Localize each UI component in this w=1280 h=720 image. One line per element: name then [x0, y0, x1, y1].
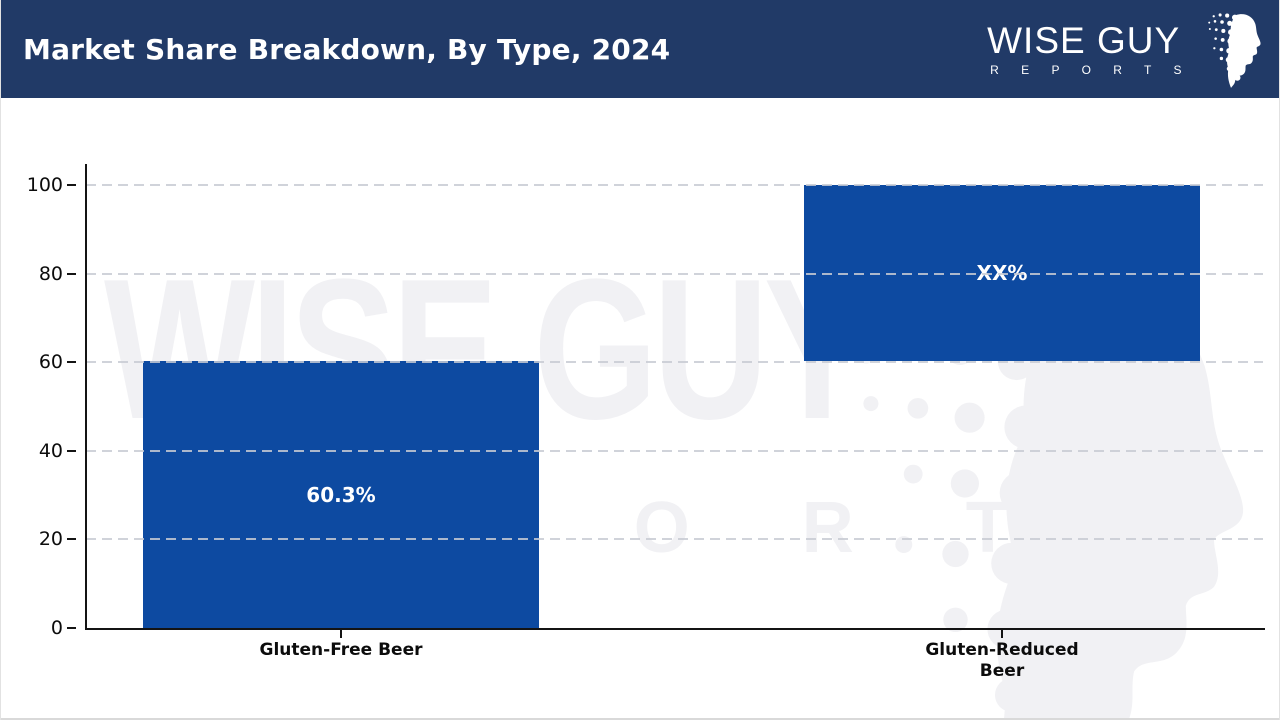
- y-tick-mark: [67, 272, 76, 275]
- y-tick-mark: [67, 184, 76, 187]
- x-category-label: Gluten-Reduced Beer: [925, 640, 1079, 681]
- y-tick-label: 100: [26, 174, 63, 197]
- y-axis: 0 20 40 60 80 100: [1, 165, 77, 639]
- logo-subtitle: R E P O R T S: [990, 62, 1191, 77]
- y-tick-label: 60: [38, 351, 63, 374]
- gridline: [86, 538, 1263, 541]
- logo-name: WISE GUY: [987, 19, 1181, 61]
- y-tick-label: 0: [50, 617, 63, 639]
- y-tick-label: 80: [38, 262, 63, 285]
- x-tick-mark: [1001, 630, 1003, 638]
- wiseguy-logo-text: WISE GUY R E P O R T S: [987, 22, 1191, 77]
- header-bar: Market Share Breakdown, By Type, 2024 WI…: [1, 0, 1279, 98]
- gridline: [86, 361, 1263, 364]
- gridline: [86, 184, 1263, 187]
- bar-segment: 60.3%: [143, 361, 539, 628]
- y-tick-mark: [67, 449, 76, 452]
- bar-value-label: 60.3%: [306, 482, 376, 507]
- plot-area: 60.3% XX%: [86, 165, 1263, 628]
- y-tick-mark: [67, 361, 76, 364]
- bottom-hairline: [1, 718, 1279, 720]
- x-axis-spine: [85, 628, 1265, 630]
- y-tick-mark: [67, 538, 76, 541]
- gridline: [86, 449, 1263, 452]
- x-category-label: Gluten-Free Beer: [259, 640, 423, 660]
- wiseguy-head-icon: [1208, 12, 1261, 88]
- gridline: [86, 272, 1263, 275]
- y-tick-mark: [67, 627, 76, 629]
- wiseguy-logo: WISE GUY R E P O R T S: [987, 11, 1263, 88]
- y-tick-label: 40: [38, 439, 63, 462]
- page-title: Market Share Breakdown, By Type, 2024: [23, 32, 671, 66]
- x-tick-mark: [340, 630, 342, 638]
- y-tick-label: 20: [38, 528, 63, 551]
- y-axis-spine: [85, 164, 87, 630]
